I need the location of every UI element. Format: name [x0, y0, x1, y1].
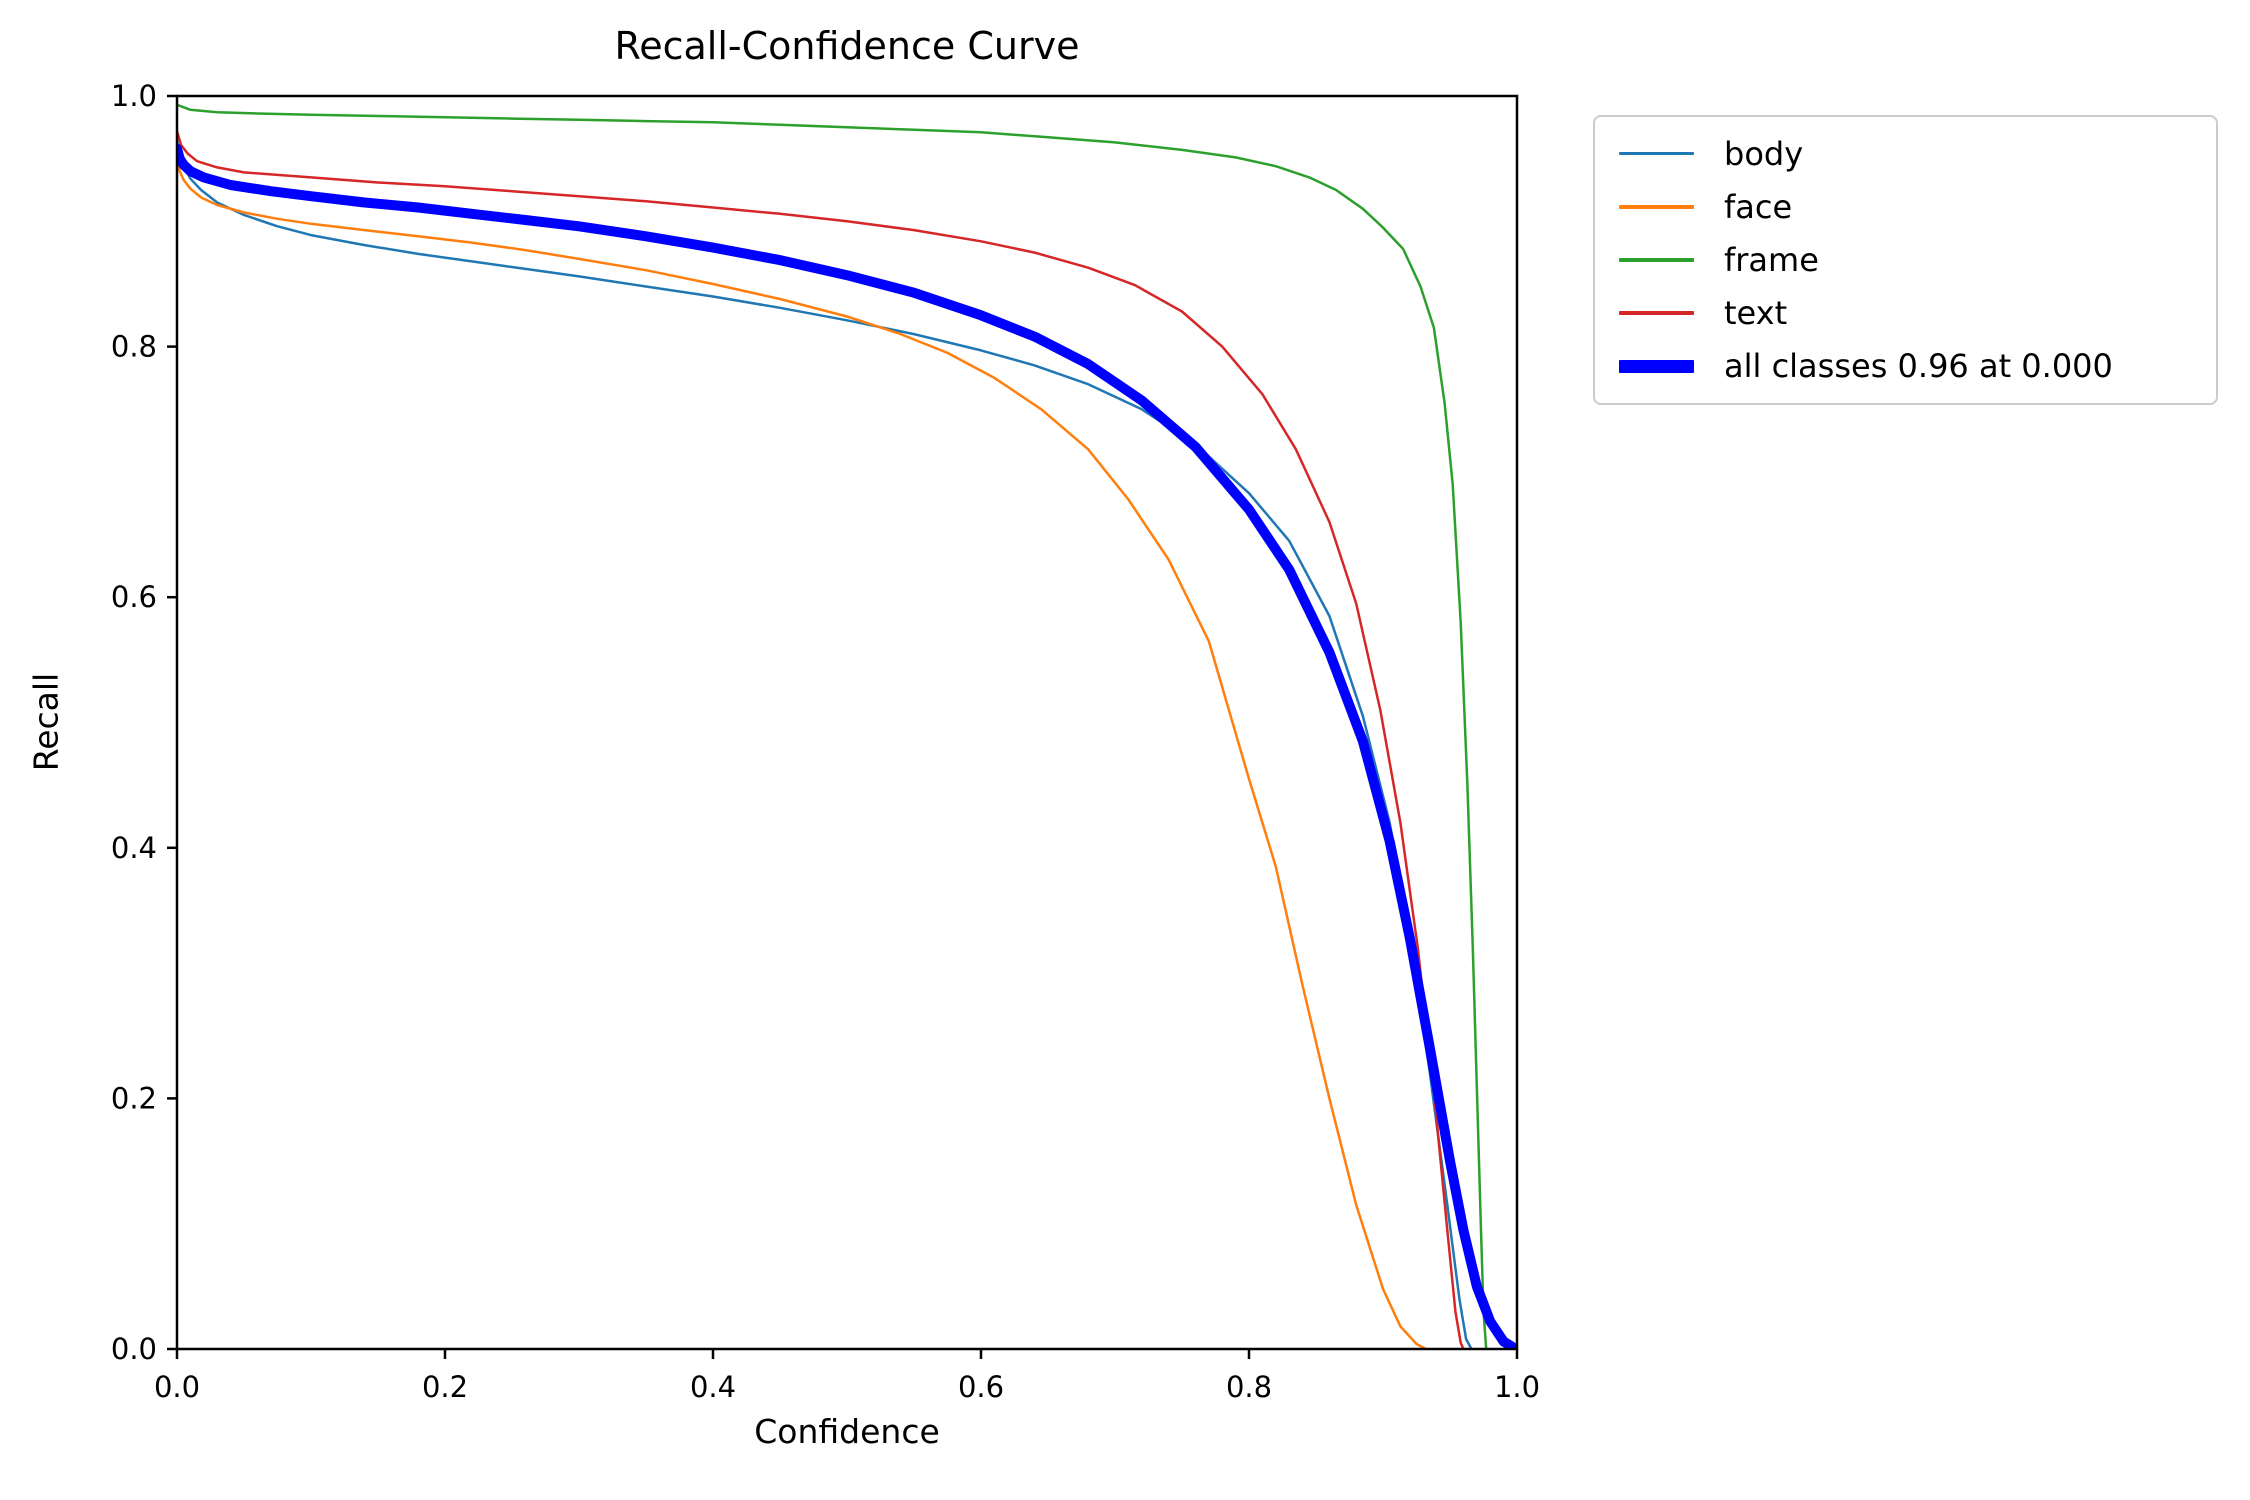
legend-label-face: face	[1724, 187, 1793, 226]
legend-line-swatch-face	[1619, 205, 1694, 209]
y-tick-label: 0.2	[111, 1081, 157, 1115]
legend-item-all-classes: all classes 0.96 at 0.000	[1619, 350, 2192, 382]
series-line-frame	[177, 103, 1488, 1349]
series-line-body	[177, 138, 1473, 1349]
legend-line-swatch-all-classes	[1619, 359, 1694, 373]
x-tick-label: 0.4	[690, 1370, 736, 1404]
legend-line-swatch-frame	[1619, 258, 1694, 262]
y-tick-label: 0.4	[111, 831, 157, 865]
legend: body face frame text all classes 0.96 at…	[1593, 115, 2218, 405]
legend-label-body: body	[1724, 134, 1804, 173]
x-tick-label: 0.0	[154, 1370, 200, 1404]
x-tick-label: 0.8	[1226, 1370, 1272, 1404]
x-tick-label: 1.0	[1494, 1370, 1540, 1404]
legend-item-text: text	[1619, 297, 2192, 329]
series-line-all-classes	[177, 143, 1517, 1349]
y-axis-label: Recall	[26, 672, 66, 772]
legend-item-face: face	[1619, 191, 2192, 223]
series-line-text	[177, 129, 1465, 1349]
y-tick-label: 0.0	[111, 1332, 157, 1366]
x-tick-label: 0.6	[958, 1370, 1004, 1404]
legend-line-swatch-text	[1619, 311, 1694, 315]
chart-title: Recall-Confidence Curve	[614, 24, 1080, 68]
series-line-face	[177, 157, 1428, 1349]
legend-label-frame: frame	[1724, 240, 1819, 279]
legend-line-swatch-body	[1619, 151, 1694, 156]
y-tick-label: 0.8	[111, 330, 157, 364]
y-tick-label: 1.0	[111, 79, 157, 113]
x-axis-label: Confidence	[754, 1412, 940, 1451]
legend-item-body: body	[1619, 138, 2192, 170]
x-tick-label: 0.2	[422, 1370, 468, 1404]
y-tick-label: 0.6	[111, 580, 157, 614]
legend-label-all-classes: all classes 0.96 at 0.000	[1724, 347, 2113, 386]
plot-frame	[175, 94, 1519, 1351]
legend-item-frame: frame	[1619, 244, 2192, 276]
legend-label-text: text	[1724, 294, 1788, 333]
series-group	[177, 103, 1517, 1349]
